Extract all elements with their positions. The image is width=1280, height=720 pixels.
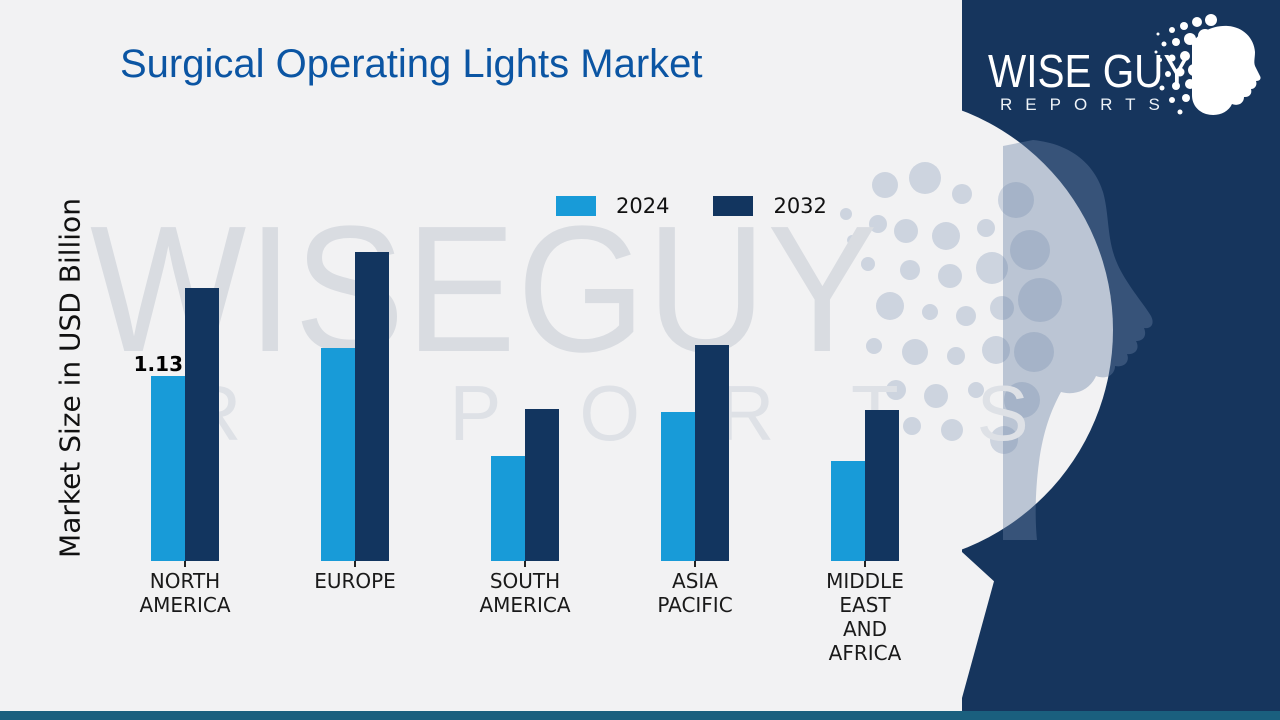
bar-europe-2024 bbox=[321, 348, 355, 561]
watermark-dot bbox=[1014, 332, 1054, 372]
watermark-text: WISEGUY bbox=[90, 189, 879, 390]
watermark-dot bbox=[866, 338, 882, 354]
chart-legend: 2024 2032 bbox=[556, 194, 827, 218]
watermark-dot bbox=[952, 184, 972, 204]
watermark-dot bbox=[1018, 278, 1062, 322]
watermark-dot bbox=[968, 382, 984, 398]
axis-tick bbox=[524, 561, 526, 567]
watermark-dot bbox=[869, 215, 887, 233]
bar-north-america-2032 bbox=[185, 288, 219, 561]
legend-item-2032: 2032 bbox=[713, 194, 827, 218]
page-title: Surgical Operating Lights Market bbox=[120, 42, 703, 86]
legend-swatch-2032 bbox=[713, 196, 754, 216]
watermark-dot bbox=[922, 304, 938, 320]
watermark-dot bbox=[861, 257, 875, 271]
axis-tick bbox=[864, 561, 866, 567]
logo-face-icon bbox=[1154, 14, 1261, 115]
watermark-dot bbox=[956, 306, 976, 326]
watermark-dot bbox=[932, 222, 960, 250]
bar-middle-east-and-africa-2024 bbox=[831, 461, 865, 561]
watermark-dot bbox=[902, 339, 928, 365]
bar-value-label: 1.13 bbox=[133, 352, 183, 376]
watermark-dot bbox=[847, 235, 857, 245]
axis-tick bbox=[694, 561, 696, 567]
bar-south-america-2024 bbox=[491, 456, 525, 561]
legend-label-2032: 2032 bbox=[773, 194, 827, 218]
axis-tick bbox=[184, 561, 186, 567]
watermark-dot bbox=[1010, 230, 1050, 270]
axis-tick bbox=[354, 561, 356, 567]
watermark-dot bbox=[872, 172, 898, 198]
watermark-dot bbox=[903, 417, 921, 435]
logo-wordmark: WISE GUY bbox=[988, 45, 1191, 97]
bar-middle-east-and-africa-2032 bbox=[865, 410, 899, 561]
watermark-dot bbox=[941, 419, 963, 441]
watermark-dot bbox=[886, 380, 906, 400]
watermark-dot bbox=[900, 260, 920, 280]
watermark-dot bbox=[947, 347, 965, 365]
bar-north-america-2024 bbox=[151, 376, 185, 561]
watermark-dot bbox=[998, 182, 1034, 218]
watermark-dot bbox=[976, 252, 1008, 284]
bar-europe-2032 bbox=[355, 252, 389, 561]
watermark-dot bbox=[894, 219, 918, 243]
bar-asia-pacific-2024 bbox=[661, 412, 695, 561]
watermark-dot bbox=[924, 384, 948, 408]
watermark-dot bbox=[938, 264, 962, 288]
category-label-asia-pacific: ASIA PACIFIC bbox=[657, 569, 733, 617]
watermark-dot bbox=[876, 292, 904, 320]
category-label-middle-east-and-africa: MIDDLE EAST AND AFRICA bbox=[826, 569, 904, 665]
bar-south-america-2032 bbox=[525, 409, 559, 561]
face-profile-watermark bbox=[1003, 140, 1153, 540]
logo-subtitle: REPORTS bbox=[1000, 95, 1173, 114]
watermark-dot bbox=[1004, 382, 1040, 418]
legend-label-2024: 2024 bbox=[616, 194, 670, 218]
category-label-europe: EUROPE bbox=[314, 569, 396, 593]
watermark-dot bbox=[977, 219, 995, 237]
category-label-north-america: NORTH AMERICA bbox=[139, 569, 231, 617]
watermark-dot bbox=[982, 336, 1010, 364]
bar-asia-pacific-2032 bbox=[695, 345, 729, 561]
watermark-dot bbox=[909, 162, 941, 194]
watermark-dot bbox=[990, 296, 1014, 320]
y-axis-label: Market Size in USD Billion bbox=[53, 198, 87, 558]
bottom-accent-bar bbox=[0, 711, 1280, 720]
legend-item-2024: 2024 bbox=[556, 194, 669, 218]
category-label-south-america: SOUTH AMERICA bbox=[479, 569, 571, 617]
watermark-dot bbox=[990, 426, 1018, 454]
watermark-dot bbox=[840, 208, 852, 220]
legend-swatch-2024 bbox=[556, 196, 596, 216]
